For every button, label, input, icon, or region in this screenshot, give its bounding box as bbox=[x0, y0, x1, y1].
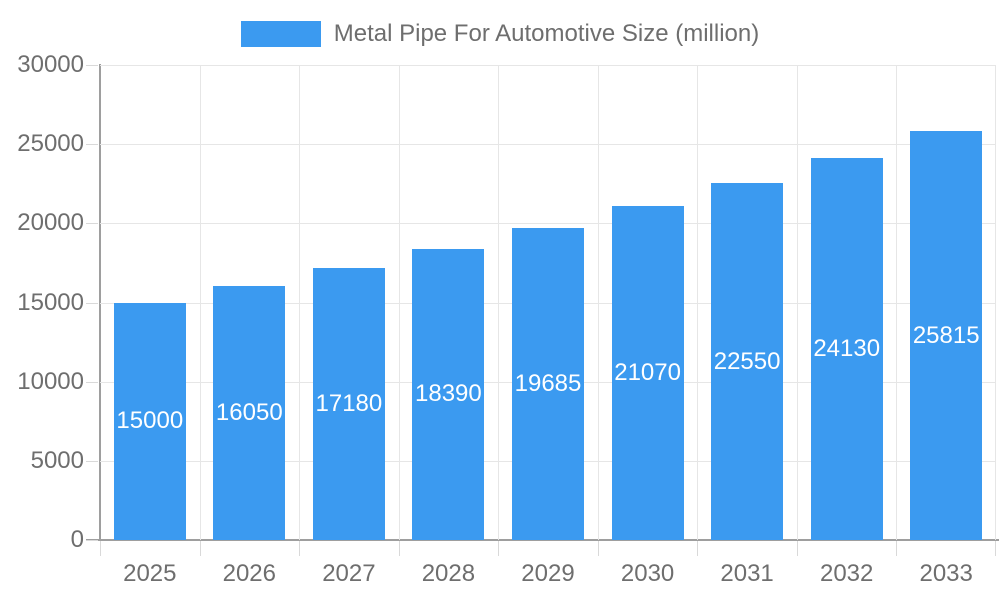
gridline-v bbox=[796, 65, 798, 540]
bar-value-label: 18390 bbox=[415, 380, 482, 408]
x-tick bbox=[100, 541, 101, 556]
x-tick bbox=[697, 541, 699, 556]
gridline-v bbox=[199, 65, 201, 540]
x-tick-label: 2032 bbox=[819, 560, 874, 587]
bar[interactable]: 15000 bbox=[113, 302, 186, 540]
x-tick bbox=[299, 541, 301, 556]
y-tick bbox=[86, 381, 98, 383]
y-tick-label: 5000 bbox=[30, 446, 84, 474]
x-tick bbox=[498, 541, 500, 556]
plot-area: 15000 16050 17180 18390 19685 21070 22550 24130… bbox=[100, 65, 996, 540]
y-tick bbox=[86, 223, 98, 225]
x-tick-label: 2033 bbox=[919, 560, 973, 587]
gridline-v bbox=[995, 65, 996, 540]
y-tick-label: 0 bbox=[70, 526, 84, 553]
gridline-v bbox=[597, 65, 599, 540]
gridline-v bbox=[896, 65, 898, 540]
bar[interactable]: 21070 bbox=[611, 206, 684, 540]
bar-value-label: 17180 bbox=[315, 390, 383, 417]
x-tick-label: 2028 bbox=[421, 560, 476, 587]
y-tick bbox=[86, 65, 98, 66]
bar[interactable]: 22550 bbox=[711, 183, 784, 540]
y-tick bbox=[86, 302, 98, 304]
bar-value-label: 25815 bbox=[912, 321, 980, 349]
bar-value-label: 15000 bbox=[116, 407, 184, 435]
x-axis-line bbox=[86, 539, 999, 541]
gridline-h bbox=[100, 144, 996, 146]
x-tick-label: 2029 bbox=[521, 560, 575, 587]
x-tick bbox=[398, 541, 400, 556]
bar-value-label: 21070 bbox=[614, 359, 681, 387]
bar[interactable]: 16050 bbox=[213, 285, 286, 540]
bar[interactable]: 17180 bbox=[312, 268, 385, 540]
gridline-v bbox=[398, 65, 400, 540]
y-tick bbox=[86, 460, 98, 462]
bar-value-label: 22550 bbox=[713, 347, 781, 375]
legend[interactable]: Metal Pipe For Automotive Size (million) bbox=[0, 20, 1000, 48]
y-tick-label: 25000 bbox=[17, 130, 84, 158]
gridline-v bbox=[498, 65, 500, 540]
y-tick-label: 10000 bbox=[17, 367, 84, 395]
gridline-v bbox=[299, 65, 301, 540]
y-tick-label: 15000 bbox=[17, 288, 84, 316]
y-tick bbox=[86, 540, 98, 541]
x-tick bbox=[199, 541, 201, 556]
x-tick-label: 2027 bbox=[322, 560, 376, 587]
y-tick-label: 30000 bbox=[17, 51, 84, 78]
x-tick bbox=[995, 541, 996, 556]
x-tick-label: 2031 bbox=[720, 560, 774, 587]
legend-swatch bbox=[240, 21, 321, 47]
legend-label: Metal Pipe For Automotive Size (million) bbox=[333, 20, 760, 47]
bar-value-label: 19685 bbox=[514, 370, 582, 398]
bar[interactable]: 24130 bbox=[810, 157, 883, 540]
x-tick-label: 2025 bbox=[123, 560, 177, 587]
gridline-v bbox=[697, 65, 699, 540]
x-tick bbox=[796, 541, 798, 556]
gridline-h bbox=[100, 223, 996, 225]
bar[interactable]: 18390 bbox=[412, 248, 485, 540]
x-tick bbox=[896, 541, 898, 556]
x-tick-label: 2030 bbox=[620, 560, 675, 587]
bar-value-label: 24130 bbox=[813, 334, 881, 362]
bar[interactable]: 19685 bbox=[512, 228, 584, 540]
bar-value-label: 16050 bbox=[215, 398, 283, 426]
bar[interactable]: 25815 bbox=[910, 131, 983, 540]
y-tick bbox=[86, 144, 98, 146]
y-tick-label: 20000 bbox=[17, 209, 84, 237]
x-tick-label: 2026 bbox=[222, 560, 276, 587]
gridline-h bbox=[100, 65, 996, 66]
x-tick bbox=[597, 541, 599, 556]
